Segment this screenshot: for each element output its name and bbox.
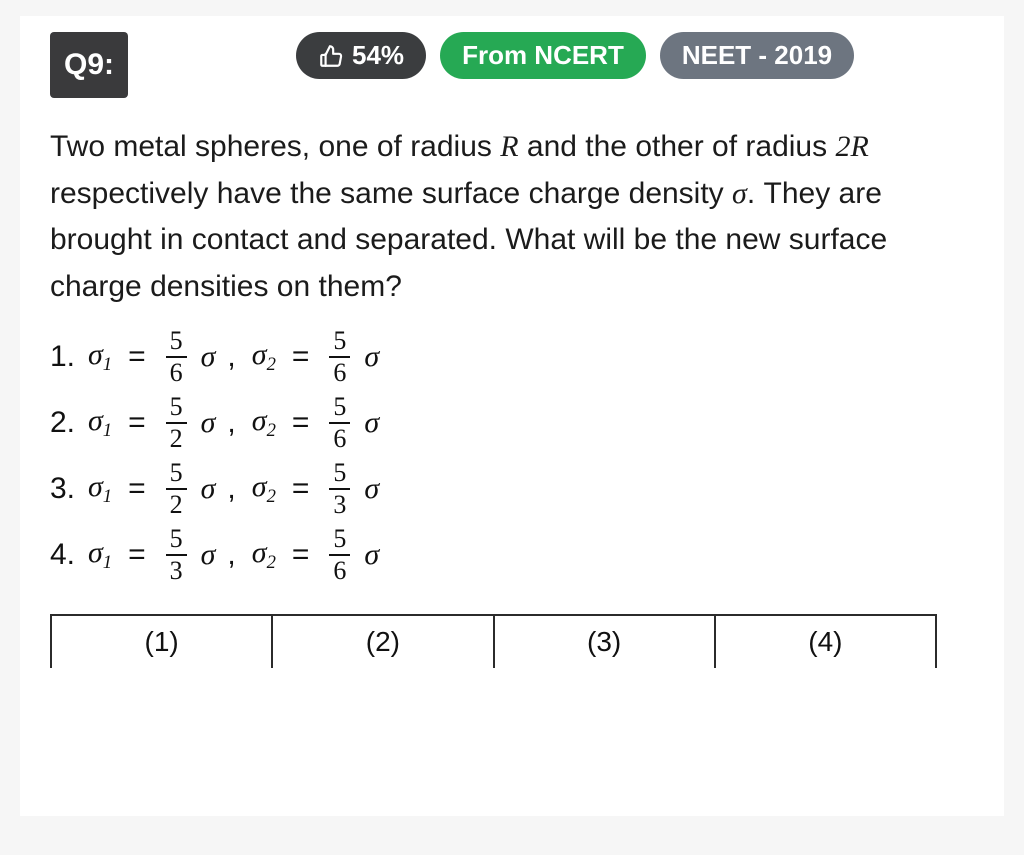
answer-choice-table: (1) (2) (3) (4) xyxy=(50,614,937,668)
fraction-den: 6 xyxy=(166,356,187,386)
sigma: σ xyxy=(364,340,379,375)
equals: = xyxy=(292,472,310,507)
fraction: 56 xyxy=(329,328,350,386)
fraction: 53 xyxy=(329,460,350,518)
sigma2: σ2 xyxy=(252,536,276,573)
comma: , xyxy=(227,472,235,507)
equals: = xyxy=(128,406,146,441)
var-sigma: σ xyxy=(732,177,747,210)
fraction-den: 2 xyxy=(166,422,187,452)
sigma2: σ2 xyxy=(252,338,276,375)
option-number: 4. xyxy=(50,538,78,573)
fraction-num: 5 xyxy=(329,526,350,554)
fraction-den: 3 xyxy=(329,488,350,518)
fraction-num: 5 xyxy=(166,328,187,356)
fraction: 56 xyxy=(166,328,187,386)
comma: , xyxy=(227,406,235,441)
var-2R: 2R xyxy=(835,130,868,163)
sigma: σ xyxy=(201,538,216,573)
like-pill[interactable]: 54% xyxy=(296,32,426,79)
option-3[interactable]: 3.σ1=52σ,σ2=53σ xyxy=(50,460,974,518)
sigma: σ xyxy=(364,406,379,441)
fraction-num: 5 xyxy=(329,328,350,356)
sigma1: σ1 xyxy=(88,404,112,441)
options-list: 1.σ1=56σ,σ2=56σ2.σ1=52σ,σ2=56σ3.σ1=52σ,σ… xyxy=(50,328,974,584)
question-card: Q9: 54% From NCERT NEET - 2019 Two metal… xyxy=(20,16,1004,816)
fraction: 53 xyxy=(166,526,187,584)
question-number-badge: Q9: xyxy=(50,32,128,98)
sigma: σ xyxy=(201,406,216,441)
fraction-num: 5 xyxy=(329,460,350,488)
question-post: respectively have the same surface charg… xyxy=(50,177,732,210)
like-percentage: 54% xyxy=(352,40,404,71)
fraction-num: 5 xyxy=(166,526,187,554)
source-pill[interactable]: From NCERT xyxy=(440,32,646,79)
sigma1: σ1 xyxy=(88,470,112,507)
answer-cell-1[interactable]: (1) xyxy=(51,615,272,668)
comma: , xyxy=(227,340,235,375)
question-text: Two metal spheres, one of radius R and t… xyxy=(50,124,974,310)
option-4[interactable]: 4.σ1=53σ,σ2=56σ xyxy=(50,526,974,584)
fraction-num: 5 xyxy=(166,394,187,422)
fraction-den: 6 xyxy=(329,554,350,584)
sigma: σ xyxy=(364,472,379,507)
equals: = xyxy=(292,538,310,573)
sigma: σ xyxy=(201,340,216,375)
answer-cell-2[interactable]: (2) xyxy=(272,615,493,668)
fraction-den: 2 xyxy=(166,488,187,518)
fraction: 56 xyxy=(329,526,350,584)
answer-cell-3[interactable]: (3) xyxy=(494,615,715,668)
equals: = xyxy=(128,538,146,573)
sigma2: σ2 xyxy=(252,470,276,507)
fraction-num: 5 xyxy=(329,394,350,422)
fraction: 52 xyxy=(166,460,187,518)
option-number: 2. xyxy=(50,406,78,441)
option-number: 3. xyxy=(50,472,78,507)
equals: = xyxy=(292,340,310,375)
comma: , xyxy=(227,538,235,573)
sigma: σ xyxy=(201,472,216,507)
exam-label: NEET - 2019 xyxy=(682,40,832,71)
answer-cell-4[interactable]: (4) xyxy=(715,615,936,668)
question-pre: Two metal spheres, one of radius xyxy=(50,130,500,163)
fraction-den: 3 xyxy=(166,554,187,584)
equals: = xyxy=(292,406,310,441)
option-1[interactable]: 1.σ1=56σ,σ2=56σ xyxy=(50,328,974,386)
equals: = xyxy=(128,340,146,375)
answer-row: (1) (2) (3) (4) xyxy=(51,615,936,668)
option-2[interactable]: 2.σ1=52σ,σ2=56σ xyxy=(50,394,974,452)
equals: = xyxy=(128,472,146,507)
question-mid: and the other of radius xyxy=(519,130,836,163)
sigma: σ xyxy=(364,538,379,573)
exam-pill[interactable]: NEET - 2019 xyxy=(660,32,854,79)
fraction-den: 6 xyxy=(329,356,350,386)
sigma1: σ1 xyxy=(88,338,112,375)
fraction-num: 5 xyxy=(166,460,187,488)
sigma1: σ1 xyxy=(88,536,112,573)
fraction: 56 xyxy=(329,394,350,452)
fraction-den: 6 xyxy=(329,422,350,452)
fraction: 52 xyxy=(166,394,187,452)
option-number: 1. xyxy=(50,340,78,375)
thumbs-up-icon xyxy=(318,43,344,69)
var-R: R xyxy=(500,130,518,163)
source-label: From NCERT xyxy=(462,40,624,71)
sigma2: σ2 xyxy=(252,404,276,441)
header-row: Q9: 54% From NCERT NEET - 2019 xyxy=(50,32,974,98)
